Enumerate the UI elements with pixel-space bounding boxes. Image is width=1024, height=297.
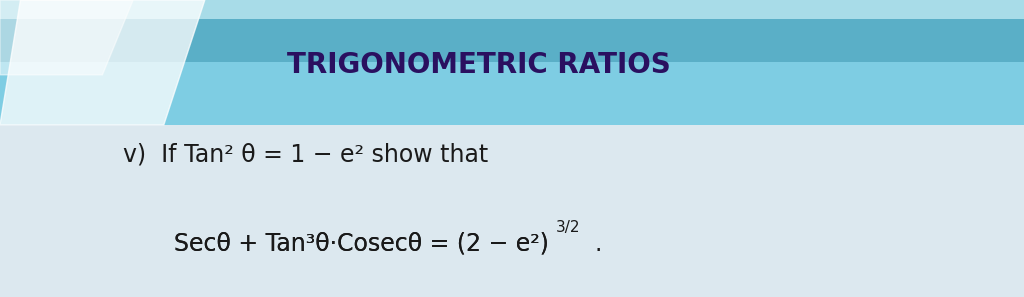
Text: Secθ + Tan³θ·Cosecθ = (2 − e²): Secθ + Tan³θ·Cosecθ = (2 − e²) <box>174 232 549 255</box>
Text: TRIGONOMETRIC RATIOS: TRIGONOMETRIC RATIOS <box>287 51 671 79</box>
Text: 3/2: 3/2 <box>556 220 581 235</box>
Text: .: . <box>595 232 602 255</box>
Text: Secθ + Tan³θ·Cosecθ = (2 − e²): Secθ + Tan³θ·Cosecθ = (2 − e²) <box>174 232 549 255</box>
Text: v)  If Tan² θ = 1 − e² show that: v) If Tan² θ = 1 − e² show that <box>123 143 488 166</box>
Polygon shape <box>0 0 133 75</box>
Bar <box>0 62 1024 125</box>
Bar <box>0 0 1024 125</box>
Bar <box>0 0 1024 19</box>
Polygon shape <box>0 0 205 125</box>
